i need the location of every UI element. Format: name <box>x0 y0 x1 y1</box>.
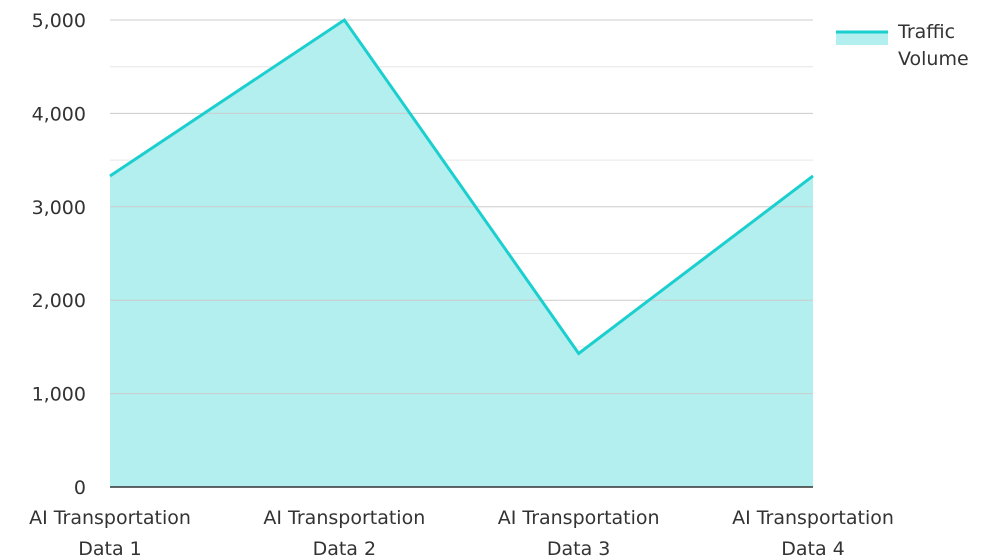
data-point <box>811 174 815 178</box>
x-category-label: AI Transportation Data 3 <box>498 507 660 560</box>
data-point <box>577 351 581 355</box>
x-category-label: AI Transportation Data 4 <box>732 507 894 560</box>
series-area-fill <box>110 20 813 487</box>
legend: Traffic Volume <box>836 21 969 70</box>
y-tick-label: 2,000 <box>32 290 86 312</box>
area-series <box>110 20 813 487</box>
data-point <box>342 18 346 22</box>
x-category-label: AI Transportation Data 2 <box>263 507 425 560</box>
y-tick-label: 1,000 <box>32 384 86 406</box>
y-tick-label: 4,000 <box>32 103 86 125</box>
data-point <box>108 174 112 178</box>
y-tick-label: 5,000 <box>32 10 86 32</box>
y-axis-tick-labels: 0 1,000 2,000 3,000 4,000 5,000 <box>32 10 86 499</box>
series-line <box>109 17 814 356</box>
legend-label: Traffic Volume <box>897 21 969 70</box>
major-grid <box>110 19 813 395</box>
line-series <box>108 17 815 356</box>
x-category-label: AI Transportation Data 1 <box>29 507 191 560</box>
x-axis-category-labels: AI Transportation Data 1 AI Transportation… <box>29 507 894 560</box>
y-tick-label: 0 <box>74 477 86 499</box>
legend-swatch-fill <box>836 31 888 45</box>
y-tick-label: 3,000 <box>32 197 86 219</box>
